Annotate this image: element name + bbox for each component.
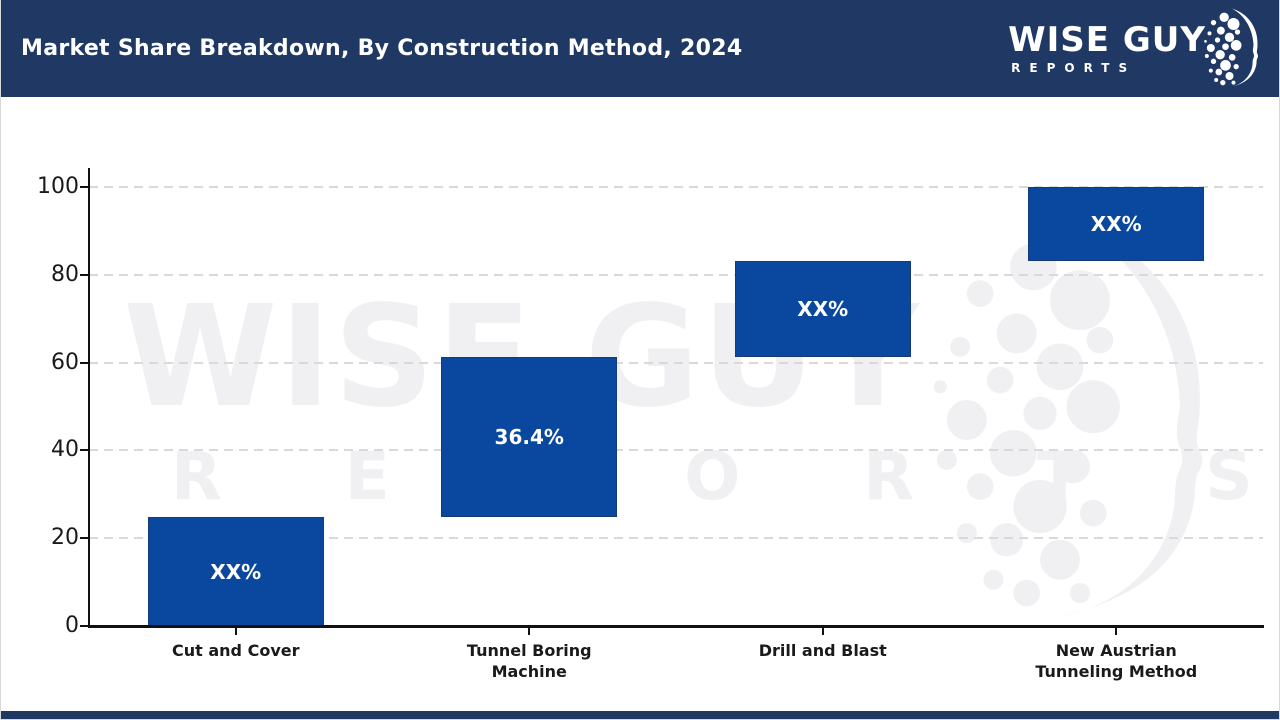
y-axis-tick-label: 20: [51, 525, 79, 551]
x-axis-tick: [1115, 627, 1118, 635]
y-axis-tick-label: 60: [51, 349, 79, 375]
y-axis-line: [88, 168, 90, 628]
y-axis-tick-label: 0: [65, 613, 79, 638]
logo-subtitle: REPORTS: [1011, 60, 1137, 75]
logo-text: WISE GUY REPORTS: [1008, 23, 1206, 75]
y-axis-tick: [80, 449, 89, 452]
category-label-line: Machine: [491, 662, 567, 681]
x-axis-category-label: Tunnel Boring Machine: [389, 640, 669, 682]
gridline-60: [89, 361, 1263, 364]
category-label-line: Drill and Blast: [758, 641, 887, 660]
x-axis-category-label: New Austrian Tunneling Method: [976, 640, 1256, 682]
footer-bar: [1, 711, 1279, 719]
bar-cut-and-cover: [147, 517, 324, 626]
y-axis-tick: [80, 361, 89, 364]
x-axis-tick: [234, 627, 237, 635]
page-title: Market Share Breakdown, By Construction …: [21, 36, 743, 61]
gridline-20: [89, 537, 1263, 540]
bar-new-austrian-tunneling-method: [1028, 187, 1205, 262]
category-label-line: Cut and Cover: [172, 641, 300, 660]
wise-guy-reports-logo: WISE GUY REPORTS: [1008, 8, 1265, 88]
bar-value-label: XX%: [210, 559, 262, 584]
bar-tunnel-boring-machine: [441, 357, 618, 518]
category-label-line: New Austrian: [1055, 641, 1177, 660]
x-axis-tick: [528, 627, 531, 635]
gridline-100: [89, 186, 1263, 188]
x-axis-line: [88, 625, 1264, 628]
watermark-face-icon: [933, 223, 1203, 617]
y-axis-tick-label: 100: [37, 174, 79, 199]
category-label-line: Tunnel Boring: [466, 641, 592, 660]
category-label-line: Tunneling Method: [1035, 662, 1198, 681]
logo-wordmark: WISE GUY: [1008, 19, 1206, 60]
y-axis-tick: [80, 625, 89, 627]
header-bar: Market Share Breakdown, By Construction …: [1, 0, 1279, 97]
x-axis-tick: [821, 627, 824, 635]
x-axis-category-label: Cut and Cover: [96, 640, 376, 661]
y-axis-tick-label: 80: [51, 261, 79, 287]
x-axis-category-label: Drill and Blast: [683, 640, 963, 661]
gridline-80: [89, 273, 1263, 276]
y-axis-tick: [80, 186, 89, 188]
gridline-40: [89, 449, 1263, 452]
y-axis-tick: [80, 273, 89, 276]
y-axis-tick-label: 40: [51, 437, 79, 463]
bar-value-label: XX%: [797, 297, 849, 322]
bar-drill-and-blast: [734, 261, 911, 358]
bar-value-label: 36.4%: [494, 425, 564, 450]
bar-value-label: XX%: [1090, 212, 1142, 237]
y-axis-tick: [80, 537, 89, 540]
